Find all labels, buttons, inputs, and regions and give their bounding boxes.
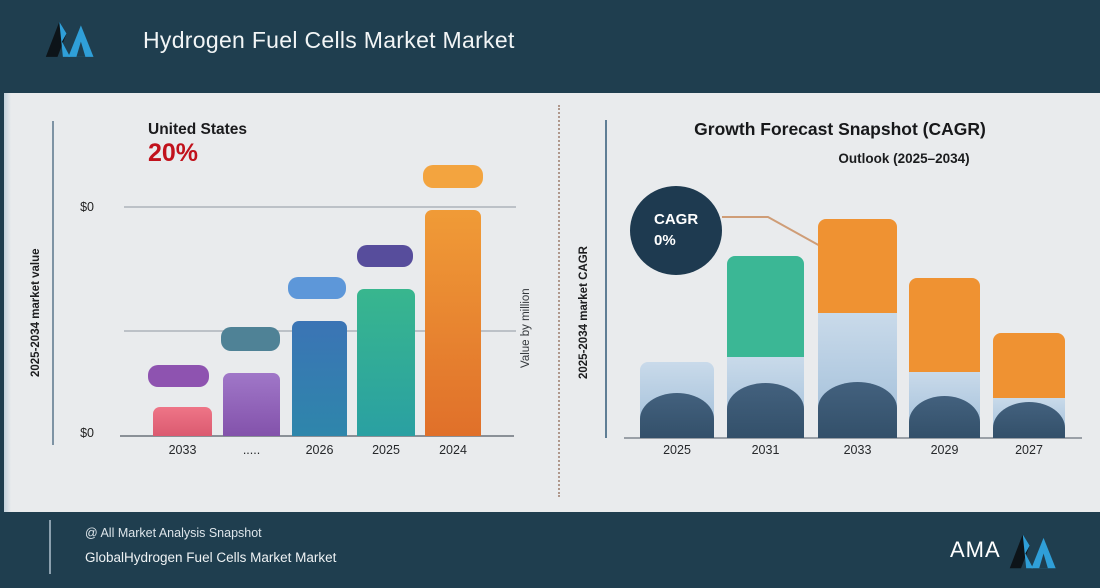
left-bar-cap-2024 bbox=[423, 165, 483, 188]
right-y-axis-label: 2025-2034 market CAGR bbox=[578, 246, 590, 380]
left-x-label-2024: 2024 bbox=[439, 443, 467, 457]
right-x-label-2025: 2025 bbox=[663, 443, 691, 457]
right-x-label-2033: 2033 bbox=[843, 443, 872, 457]
left-bar-2033 bbox=[153, 407, 212, 436]
cagr-bubble: CAGR 0% bbox=[630, 186, 722, 275]
cagr-highlight: 20% bbox=[148, 139, 199, 167]
left-x-label-2025: 2025 bbox=[372, 443, 400, 457]
left-y-axis-line bbox=[52, 121, 54, 445]
right-x-label-2027: 2027 bbox=[1015, 443, 1043, 457]
cagr-connector-line bbox=[722, 216, 823, 248]
left-bar-cap-2026 bbox=[288, 277, 346, 299]
left-bar-cap-2025 bbox=[357, 245, 413, 267]
right-x-label-2031: 2031 bbox=[751, 443, 780, 457]
left-x-label-2026: 2026 bbox=[305, 443, 334, 457]
right-bar-top-segment bbox=[909, 278, 980, 372]
page-title: Hydrogen Fuel Cells Market Market bbox=[143, 27, 515, 53]
right-bar-navy-segment bbox=[909, 396, 980, 438]
footer-divider bbox=[49, 520, 51, 574]
right-bar-2031 bbox=[727, 256, 804, 438]
right-y-axis-line bbox=[605, 120, 607, 438]
right-bar-navy-segment bbox=[818, 382, 897, 438]
right-bar-2025 bbox=[640, 362, 714, 438]
footer-report-line: GlobalHydrogen Fuel Cells Market Market bbox=[85, 550, 337, 565]
right-chart-title: Growth Forecast Snapshot (CAGR) bbox=[694, 119, 986, 139]
left-x-axis-line bbox=[120, 435, 514, 437]
right-bar-top-segment bbox=[993, 333, 1065, 398]
left-bar-..... bbox=[223, 373, 280, 436]
right-x-label-2029: 2029 bbox=[930, 443, 959, 457]
left-bar-2026 bbox=[292, 321, 347, 436]
left-x-label-.....: ..... bbox=[242, 443, 261, 457]
header: Hydrogen Fuel Cells Market Market bbox=[0, 0, 1100, 93]
right-bar-2029 bbox=[909, 278, 980, 438]
panel-divider bbox=[558, 105, 560, 497]
left-bar-cap-..... bbox=[221, 327, 280, 351]
right-bar-top-segment bbox=[818, 219, 897, 313]
right-x-axis-line bbox=[624, 437, 1082, 439]
left-x-label-2033: 2033 bbox=[168, 443, 197, 457]
right-bar-2027 bbox=[993, 333, 1065, 438]
cagr-bubble-line1: CAGR bbox=[654, 211, 699, 229]
panel-left-edge bbox=[4, 93, 11, 512]
right-bar-2033 bbox=[818, 219, 897, 438]
region-label: United States bbox=[148, 121, 248, 138]
footer-brand-text: AMA bbox=[950, 537, 1001, 562]
left-ytick-top: $0 bbox=[80, 200, 94, 214]
value-by-million-label: Value by million bbox=[520, 288, 532, 368]
left-ytick-bottom: $0 bbox=[80, 426, 94, 440]
right-chart-subtitle: Outlook (2025–2034) bbox=[838, 151, 970, 166]
left-bar-cap-2033 bbox=[148, 365, 209, 387]
left-bar-2025 bbox=[357, 289, 415, 436]
footer-source-line: @ All Market Analysis Snapshot bbox=[85, 526, 262, 540]
right-bar-navy-segment bbox=[727, 383, 804, 438]
right-bar-top-segment bbox=[727, 256, 804, 357]
left-gridline-upper bbox=[124, 206, 516, 208]
right-bar-navy-segment bbox=[640, 393, 714, 438]
left-bar-2024 bbox=[425, 210, 481, 436]
left-y-axis-label: 2025-2034 market value bbox=[30, 248, 42, 378]
right-bar-navy-segment bbox=[993, 402, 1065, 438]
footer-ama-logo-icon bbox=[1009, 534, 1056, 569]
cagr-bubble-line2: 0% bbox=[654, 231, 676, 249]
ama-logo-icon bbox=[45, 21, 94, 57]
charts-panel: 2025-2034 market value $0 $0 United Stat… bbox=[4, 93, 1100, 512]
footer: @ All Market Analysis Snapshot GlobalHyd… bbox=[0, 512, 1100, 588]
